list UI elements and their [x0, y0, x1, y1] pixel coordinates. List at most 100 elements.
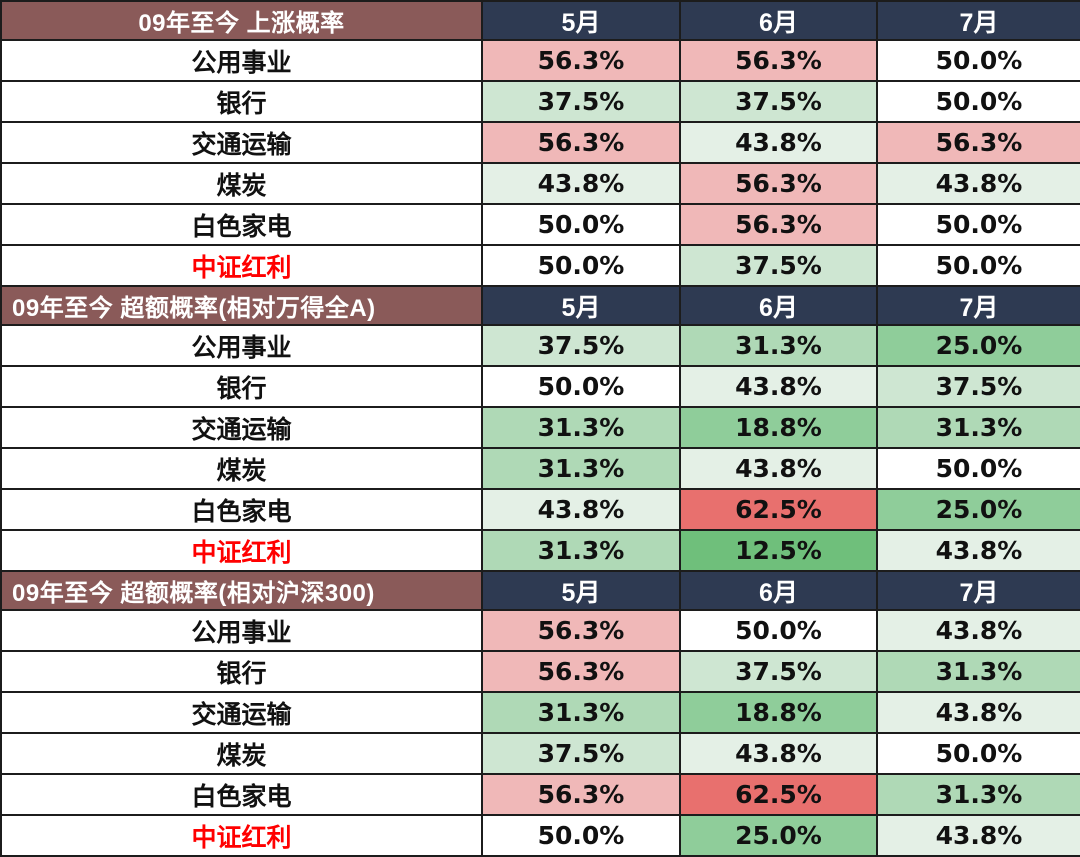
- value-cell: 43.8%: [876, 609, 1080, 652]
- value-cell: 37.5%: [679, 80, 878, 123]
- value-cell: 56.3%: [679, 162, 878, 205]
- table-row: 公用事业 37.5% 31.3% 25.0%: [0, 324, 1080, 367]
- value-cell: 50.0%: [679, 609, 878, 652]
- value-cell: 43.8%: [679, 447, 878, 490]
- row-label: 交通运输: [0, 121, 483, 164]
- row-label: 中证红利: [0, 529, 483, 572]
- table-row: 煤炭 43.8% 56.3% 43.8%: [0, 162, 1080, 205]
- value-cell: 37.5%: [679, 244, 878, 287]
- value-cell: 56.3%: [481, 121, 681, 164]
- value-cell: 43.8%: [679, 732, 878, 775]
- table-row: 银行 37.5% 37.5% 50.0%: [0, 80, 1080, 123]
- value-cell: 43.8%: [876, 814, 1080, 857]
- row-label: 白色家电: [0, 488, 483, 531]
- value-cell: 31.3%: [481, 447, 681, 490]
- value-cell: 43.8%: [876, 529, 1080, 572]
- value-cell: 50.0%: [876, 39, 1080, 82]
- value-cell: 50.0%: [876, 244, 1080, 287]
- column-header-3: 7月: [876, 285, 1080, 326]
- value-cell: 56.3%: [481, 773, 681, 816]
- value-cell: 43.8%: [679, 365, 878, 408]
- table-row: 公用事业 56.3% 56.3% 50.0%: [0, 39, 1080, 82]
- table-row: 白色家电 56.3% 62.5% 31.3%: [0, 773, 1080, 816]
- table-row: 白色家电 43.8% 62.5% 25.0%: [0, 488, 1080, 531]
- table-row: 银行 50.0% 43.8% 37.5%: [0, 365, 1080, 408]
- table-row: 交通运输 31.3% 18.8% 43.8%: [0, 691, 1080, 734]
- column-header-2: 6月: [679, 570, 878, 611]
- value-cell: 56.3%: [876, 121, 1080, 164]
- value-cell: 37.5%: [481, 80, 681, 123]
- row-label: 公用事业: [0, 609, 483, 652]
- value-cell: 25.0%: [876, 488, 1080, 531]
- column-header-3: 7月: [876, 0, 1080, 41]
- value-cell: 50.0%: [481, 244, 681, 287]
- table-row: 交通运输 56.3% 43.8% 56.3%: [0, 121, 1080, 164]
- row-label: 中证红利: [0, 814, 483, 857]
- value-cell: 12.5%: [679, 529, 878, 572]
- table-row: 中证红利 50.0% 25.0% 43.8%: [0, 814, 1080, 857]
- value-cell: 56.3%: [679, 203, 878, 246]
- value-cell: 43.8%: [876, 691, 1080, 734]
- section-title: 09年至今 超额概率(相对沪深300): [0, 570, 483, 611]
- column-header-3: 7月: [876, 570, 1080, 611]
- column-header-1: 5月: [481, 285, 681, 326]
- value-cell: 31.3%: [876, 650, 1080, 693]
- row-label: 煤炭: [0, 447, 483, 490]
- column-header-1: 5月: [481, 0, 681, 41]
- row-label: 煤炭: [0, 162, 483, 205]
- column-header-1: 5月: [481, 570, 681, 611]
- table-row: 煤炭 31.3% 43.8% 50.0%: [0, 447, 1080, 490]
- table-row: 白色家电 50.0% 56.3% 50.0%: [0, 203, 1080, 246]
- row-label: 煤炭: [0, 732, 483, 775]
- row-label: 银行: [0, 650, 483, 693]
- table-row: 银行 56.3% 37.5% 31.3%: [0, 650, 1080, 693]
- row-label: 交通运输: [0, 691, 483, 734]
- row-label: 银行: [0, 80, 483, 123]
- value-cell: 43.8%: [481, 488, 681, 531]
- value-cell: 25.0%: [679, 814, 878, 857]
- value-cell: 62.5%: [679, 488, 878, 531]
- value-cell: 50.0%: [481, 203, 681, 246]
- section-header-row: 09年至今 上涨概率 5月 6月 7月: [0, 0, 1080, 41]
- value-cell: 37.5%: [481, 324, 681, 367]
- value-cell: 31.3%: [481, 406, 681, 449]
- value-cell: 50.0%: [481, 814, 681, 857]
- value-cell: 18.8%: [679, 691, 878, 734]
- value-cell: 50.0%: [876, 203, 1080, 246]
- table-row: 公用事业 56.3% 50.0% 43.8%: [0, 609, 1080, 652]
- table-row: 中证红利 31.3% 12.5% 43.8%: [0, 529, 1080, 572]
- value-cell: 50.0%: [876, 80, 1080, 123]
- section-title: 09年至今 上涨概率: [0, 0, 483, 41]
- table-row: 煤炭 37.5% 43.8% 50.0%: [0, 732, 1080, 775]
- column-header-2: 6月: [679, 285, 878, 326]
- value-cell: 56.3%: [679, 39, 878, 82]
- row-label: 中证红利: [0, 244, 483, 287]
- row-label: 白色家电: [0, 203, 483, 246]
- value-cell: 31.3%: [481, 691, 681, 734]
- section-title: 09年至今 超额概率(相对万得全A): [0, 285, 483, 326]
- value-cell: 37.5%: [481, 732, 681, 775]
- value-cell: 18.8%: [679, 406, 878, 449]
- row-label: 公用事业: [0, 324, 483, 367]
- value-cell: 43.8%: [876, 162, 1080, 205]
- value-cell: 50.0%: [876, 447, 1080, 490]
- value-cell: 62.5%: [679, 773, 878, 816]
- value-cell: 25.0%: [876, 324, 1080, 367]
- row-label: 交通运输: [0, 406, 483, 449]
- row-label: 公用事业: [0, 39, 483, 82]
- table-row: 中证红利 50.0% 37.5% 50.0%: [0, 244, 1080, 287]
- value-cell: 31.3%: [679, 324, 878, 367]
- value-cell: 43.8%: [679, 121, 878, 164]
- row-label: 银行: [0, 365, 483, 408]
- value-cell: 31.3%: [876, 773, 1080, 816]
- value-cell: 37.5%: [876, 365, 1080, 408]
- section-header-row: 09年至今 超额概率(相对万得全A) 5月 6月 7月: [0, 285, 1080, 326]
- value-cell: 56.3%: [481, 609, 681, 652]
- row-label: 白色家电: [0, 773, 483, 816]
- value-cell: 31.3%: [876, 406, 1080, 449]
- value-cell: 43.8%: [481, 162, 681, 205]
- value-cell: 56.3%: [481, 650, 681, 693]
- value-cell: 56.3%: [481, 39, 681, 82]
